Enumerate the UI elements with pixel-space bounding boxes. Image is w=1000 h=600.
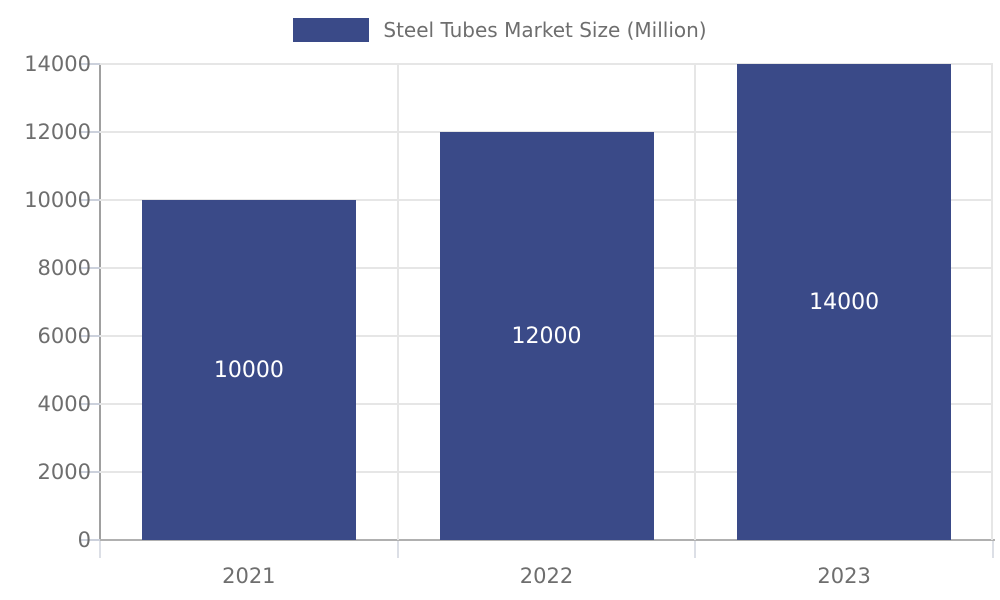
gridline-vertical [396, 64, 399, 540]
y-axis-tick [81, 199, 100, 201]
y-axis-tick [81, 471, 100, 473]
gridline-horizontal [100, 63, 993, 65]
bar-value-label: 10000 [213, 357, 284, 383]
bar-value-label: 14000 [809, 289, 880, 315]
y-axis-tick-label: 4000 [37, 392, 91, 416]
y-axis-tick [81, 403, 100, 405]
legend-swatch-icon [293, 18, 370, 42]
bar-value-label: 12000 [511, 323, 582, 349]
bar-2023[interactable]: 14000 [737, 64, 952, 540]
x-axis-category-label: 2023 [817, 564, 871, 588]
y-axis-tick-label: 6000 [37, 324, 91, 348]
x-axis-tick [396, 541, 399, 558]
bar-2021[interactable]: 10000 [141, 200, 356, 540]
bar-2022[interactable]: 12000 [439, 132, 654, 540]
plot-area: 10000 12000 14000 [100, 63, 993, 540]
legend-label: Steel Tubes Market Size (Million) [383, 18, 707, 42]
x-axis-tick [99, 541, 101, 558]
x-axis-line [99, 539, 995, 541]
x-axis-tick [694, 541, 697, 558]
x-axis-category-label: 2021 [222, 564, 276, 588]
y-axis-tick-label: 14000 [24, 52, 91, 76]
legend[interactable]: Steel Tubes Market Size (Million) [0, 16, 1000, 44]
y-axis-tick-label: 2000 [37, 460, 91, 484]
y-axis-tick [81, 539, 100, 541]
x-axis-tick [992, 541, 994, 558]
y-axis-tick [81, 131, 100, 133]
y-axis-tick-label: 10000 [24, 188, 91, 212]
x-axis-category-label: 2022 [519, 564, 574, 588]
y-axis-tick-label: 12000 [24, 120, 91, 144]
y-axis-tick [81, 63, 100, 65]
gridline-vertical [991, 64, 993, 540]
gridline-vertical [694, 64, 697, 540]
y-axis-tick [81, 267, 100, 269]
y-axis-line [99, 64, 101, 540]
y-axis-tick-label: 0 [77, 528, 91, 552]
y-axis-tick [81, 335, 100, 337]
y-axis-tick-label: 8000 [37, 256, 91, 280]
